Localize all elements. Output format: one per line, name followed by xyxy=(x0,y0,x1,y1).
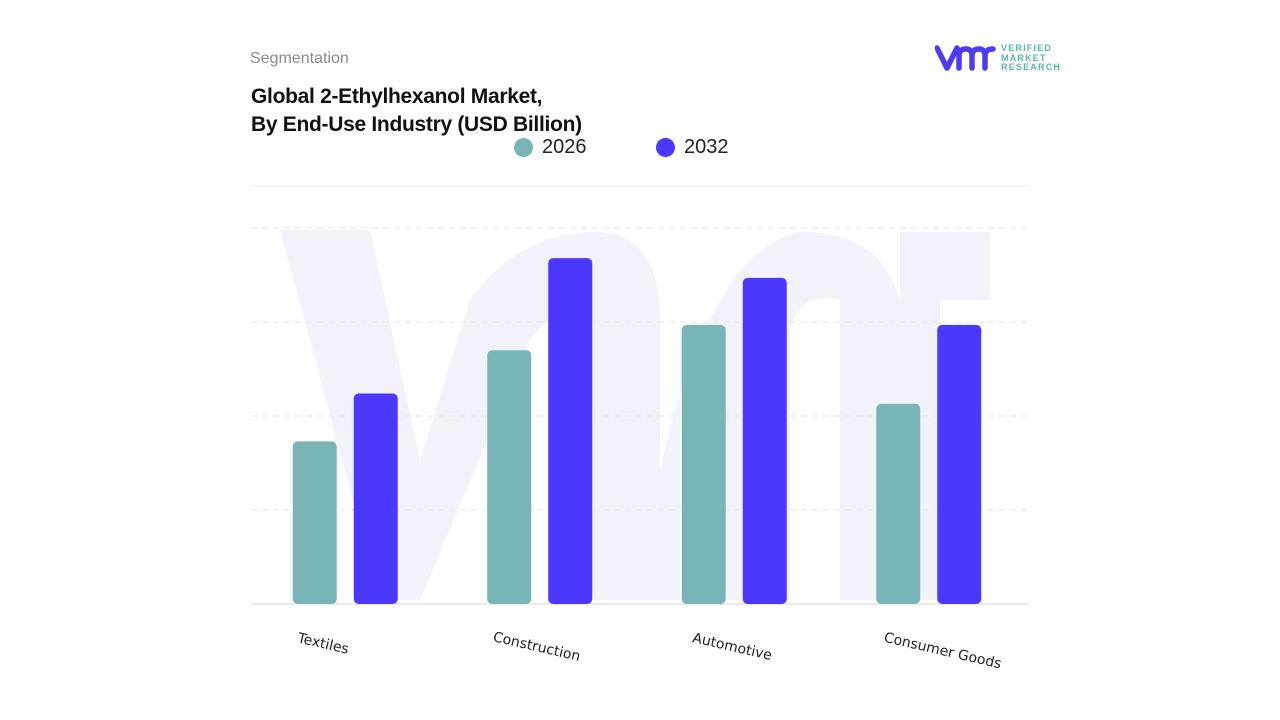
legend-item-2032: 2032 xyxy=(656,136,729,159)
bar-textiles-2032 xyxy=(353,393,398,604)
bar-automotive-2026 xyxy=(681,324,726,604)
bar-construction-2026 xyxy=(487,350,532,604)
vmr-logo: VERIFIED MARKET RESEARCH xyxy=(935,43,1062,73)
legend-label-2026: 2026 xyxy=(542,136,587,158)
x-tick-label: Textiles xyxy=(295,630,350,658)
chart-title-line2: By End-Use Industry (USD Billion) xyxy=(251,113,582,136)
vmr-logo-icon xyxy=(935,45,996,71)
legend-label-2032: 2032 xyxy=(684,136,729,158)
logo-line3: RESEARCH xyxy=(1001,62,1062,72)
logo-line1: VERIFIED xyxy=(1001,43,1053,53)
bar-consumer-goods-2032 xyxy=(937,324,982,604)
x-tick-label: Consumer Goods xyxy=(882,630,1003,673)
legend-item-2026: 2026 xyxy=(514,136,587,159)
legend-swatch-2026 xyxy=(514,138,533,157)
bar-textiles-2026 xyxy=(292,441,337,604)
legend-swatch-2032 xyxy=(656,138,675,157)
chart-title: Global 2-Ethylhexanol Market, By End-Use… xyxy=(251,83,582,139)
watermark-logo xyxy=(280,230,990,600)
chart-title-line1: Global 2-Ethylhexanol Market, xyxy=(251,85,543,108)
bar-automotive-2032 xyxy=(742,277,787,604)
bar-construction-2032 xyxy=(548,258,593,604)
x-tick-label: Automotive xyxy=(691,630,774,664)
logo-line2: MARKET xyxy=(1001,52,1047,63)
x-tick-label: Construction xyxy=(491,629,581,665)
bar-consumer-goods-2026 xyxy=(876,403,921,604)
section-label: Segmentation xyxy=(250,50,349,67)
